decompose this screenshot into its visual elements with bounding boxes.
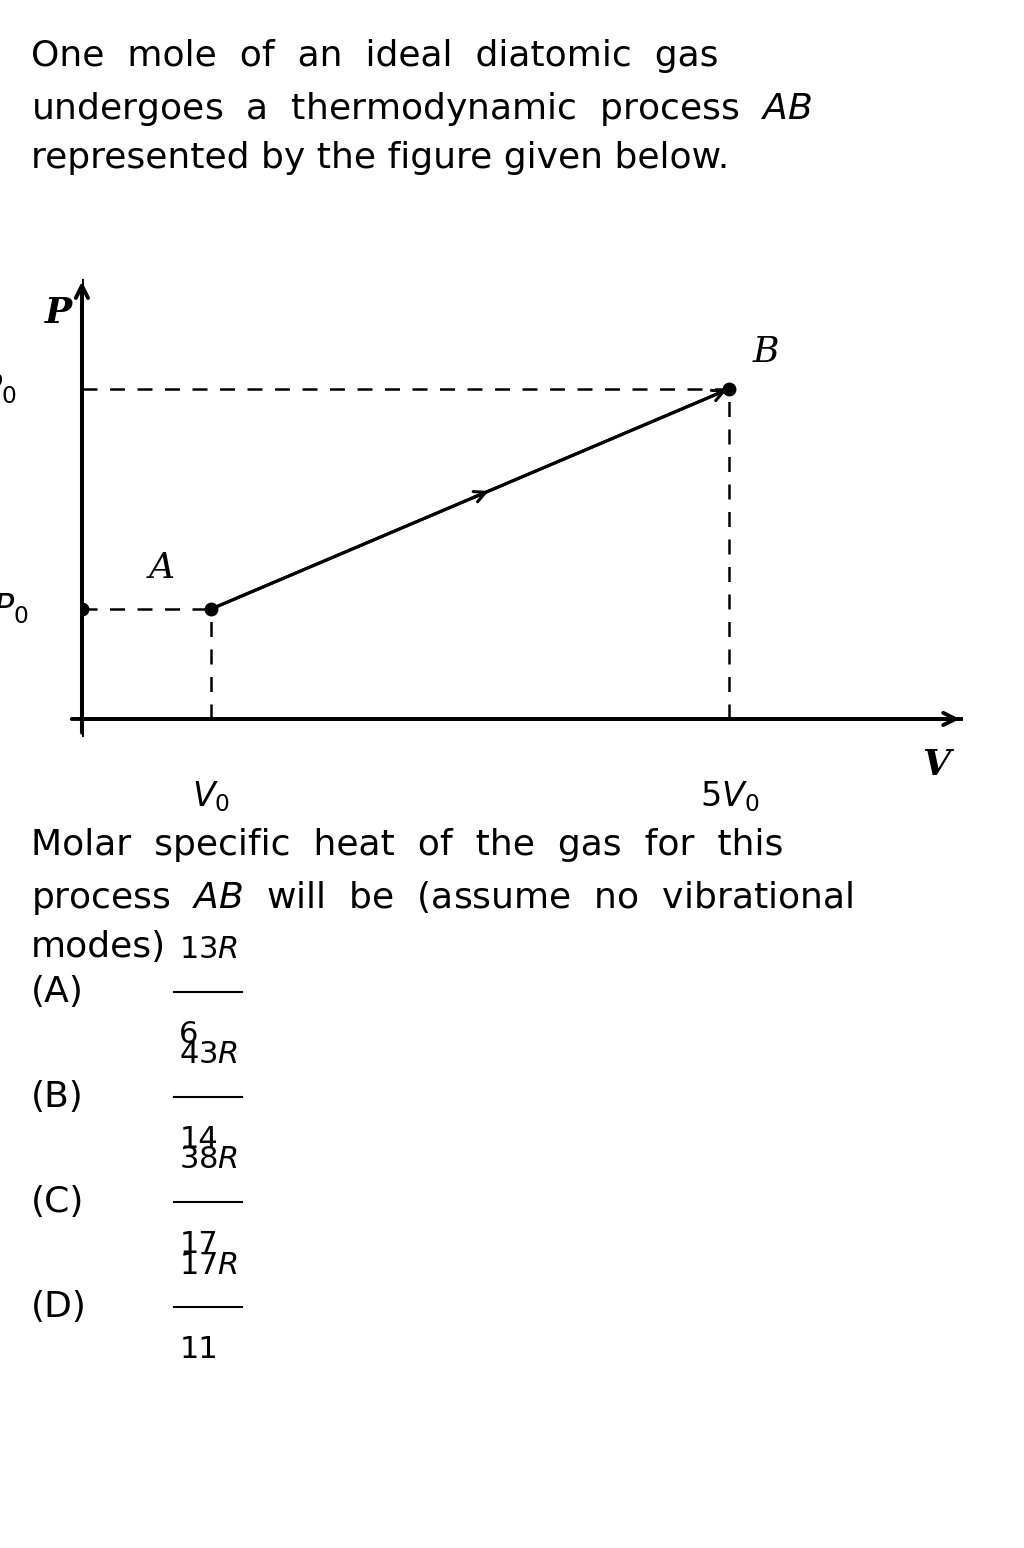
Text: 13$\it{R}$: 13$\it{R}$ xyxy=(179,935,239,964)
Text: 17$\it{R}$: 17$\it{R}$ xyxy=(179,1251,239,1280)
Text: 6: 6 xyxy=(179,1020,199,1048)
Text: $V_0$: $V_0$ xyxy=(193,780,230,814)
Text: Molar  specific  heat  of  the  gas  for  this: Molar specific heat of the gas for this xyxy=(31,828,783,862)
Text: (B): (B) xyxy=(31,1081,84,1115)
Text: 17: 17 xyxy=(179,1231,218,1259)
Text: One  mole  of  an  ideal  diatomic  gas: One mole of an ideal diatomic gas xyxy=(31,39,718,73)
Text: A: A xyxy=(150,551,175,585)
Text: $3P_0$: $3P_0$ xyxy=(0,372,17,406)
Text: (D): (D) xyxy=(31,1291,87,1325)
Text: (C): (C) xyxy=(31,1186,84,1220)
Text: undergoes  a  thermodynamic  process  $\it{AB}$: undergoes a thermodynamic process $\it{A… xyxy=(31,90,811,128)
Text: $5V_0$: $5V_0$ xyxy=(699,780,759,814)
Text: 14: 14 xyxy=(179,1125,218,1153)
Text: 43$\it{R}$: 43$\it{R}$ xyxy=(179,1040,239,1070)
Text: 38$\it{R}$: 38$\it{R}$ xyxy=(179,1146,239,1175)
Text: (A): (A) xyxy=(31,975,84,1009)
Text: represented by the figure given below.: represented by the figure given below. xyxy=(31,141,729,175)
Text: 11: 11 xyxy=(179,1336,218,1364)
Text: $P_0$: $P_0$ xyxy=(0,591,29,627)
Text: P: P xyxy=(45,296,72,330)
Text: modes): modes) xyxy=(31,930,166,964)
Text: B: B xyxy=(753,334,779,368)
Text: process  $\it{AB}$  will  be  (assume  no  vibrational: process $\it{AB}$ will be (assume no vib… xyxy=(31,879,853,918)
Text: V: V xyxy=(923,748,950,782)
